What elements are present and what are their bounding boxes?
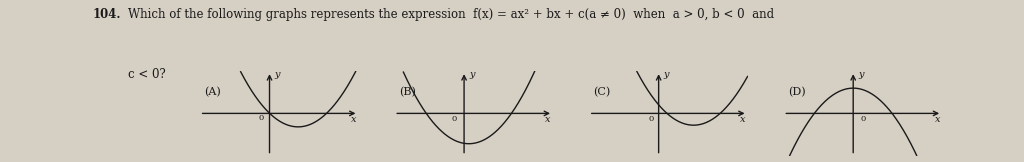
Text: Which of the following graphs represents the expression  f(x) = ax² + bx + c(a ≠: Which of the following graphs represents… [128,8,774,21]
Text: y: y [469,70,475,79]
Text: 0: 0 [860,115,865,123]
Text: c < 0?: c < 0? [128,68,166,81]
Text: y: y [858,70,864,79]
Text: (C): (C) [594,87,610,98]
Text: (B): (B) [399,87,416,98]
Text: (A): (A) [205,87,221,98]
Text: 0: 0 [648,115,653,123]
Text: 0: 0 [259,115,264,122]
Text: x: x [740,115,745,124]
Text: x: x [546,115,551,124]
Text: x: x [351,115,356,124]
Text: 104.: 104. [92,8,121,21]
Text: y: y [274,70,281,79]
Text: 0: 0 [452,115,457,123]
Text: x: x [935,115,940,124]
Text: y: y [664,70,670,79]
Text: (D): (D) [788,87,806,98]
